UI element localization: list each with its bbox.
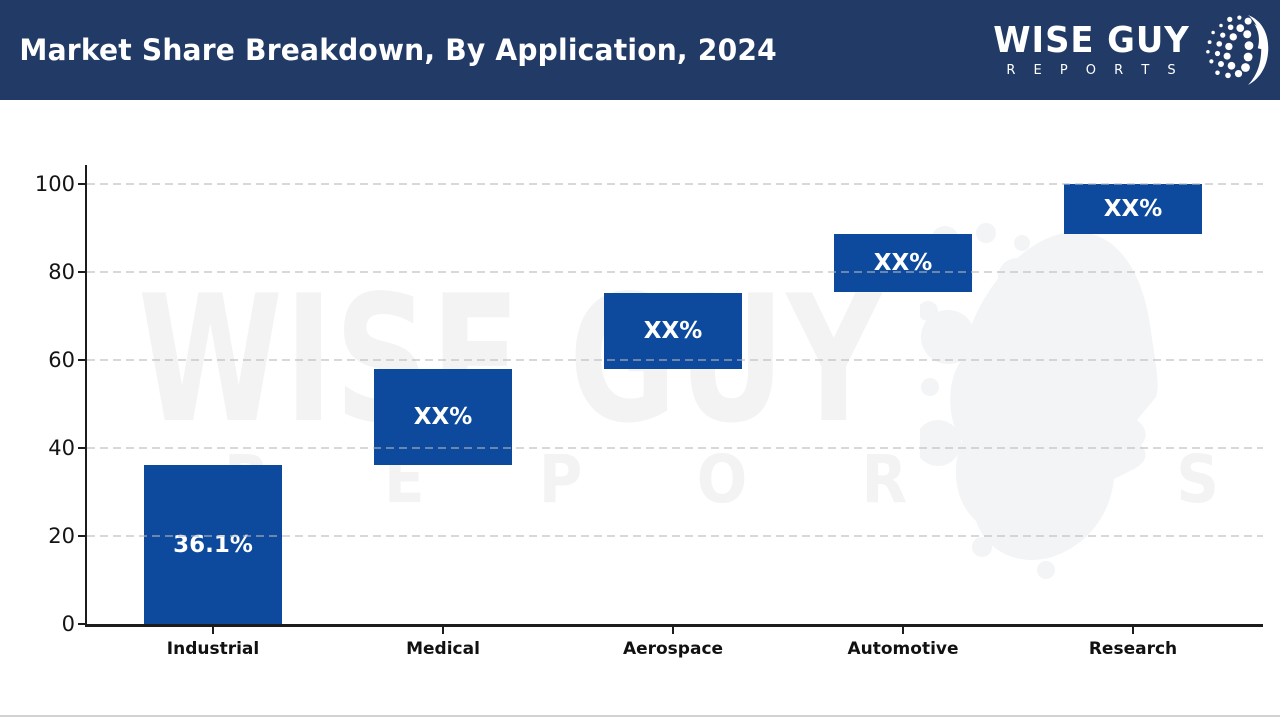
x-category-label: Industrial	[166, 639, 260, 659]
x-category-label: Research	[1088, 639, 1178, 659]
y-tick	[78, 271, 85, 273]
bar-value-label: XX%	[1103, 196, 1163, 223]
brand-logo: WISE GUY R E P O R T S	[987, 10, 1270, 90]
bar-research: XX%	[1064, 184, 1202, 235]
y-tick-label: 40	[48, 436, 75, 460]
plot-area: 0 20 40 60 80 100 36.1% Industrial XX% Medical XX%…	[35, 165, 1263, 659]
gridline	[87, 271, 1263, 273]
bar-value-label: 36.1%	[173, 531, 253, 558]
y-tick	[78, 447, 85, 449]
x-category-label: Automotive	[847, 639, 959, 659]
bar-medical: XX%	[374, 369, 512, 466]
x-category-label: Medical	[406, 639, 480, 659]
header-bar: Market Share Breakdown, By Application, …	[0, 0, 1280, 100]
y-tick-label: 100	[34, 172, 75, 196]
bar-industrial: 36.1%	[144, 465, 282, 624]
x-tick	[902, 627, 904, 634]
y-tick	[78, 183, 85, 185]
brand-subtitle: R E P O R T S	[1006, 63, 1183, 78]
bar-aerospace: XX%	[604, 293, 742, 370]
y-tick-label: 80	[48, 260, 75, 284]
y-tick	[78, 359, 85, 361]
x-tick	[442, 627, 444, 634]
x-category-label: Aerospace	[622, 639, 724, 659]
y-tick	[78, 535, 85, 537]
brand-text: WISE GUY R E P O R T S	[987, 20, 1196, 79]
wiseguy-face-icon	[1206, 15, 1269, 85]
x-tick	[212, 627, 214, 634]
chart-title: Market Share Breakdown, By Application, …	[19, 33, 777, 67]
y-tick-label: 0	[61, 612, 75, 636]
brand-name: WISE GUY	[993, 20, 1190, 61]
bar-value-label: XX%	[873, 250, 933, 277]
gridline	[87, 447, 1263, 449]
y-tick-label: 20	[48, 524, 75, 548]
x-tick	[672, 627, 674, 634]
x-tick	[1132, 627, 1134, 634]
bar-value-label: XX%	[413, 404, 473, 431]
y-tick-label: 60	[48, 348, 75, 372]
bar-automotive: XX%	[834, 234, 972, 293]
bottom-divider	[0, 715, 1280, 717]
bar-value-label: XX%	[643, 318, 703, 345]
y-tick	[78, 623, 85, 625]
